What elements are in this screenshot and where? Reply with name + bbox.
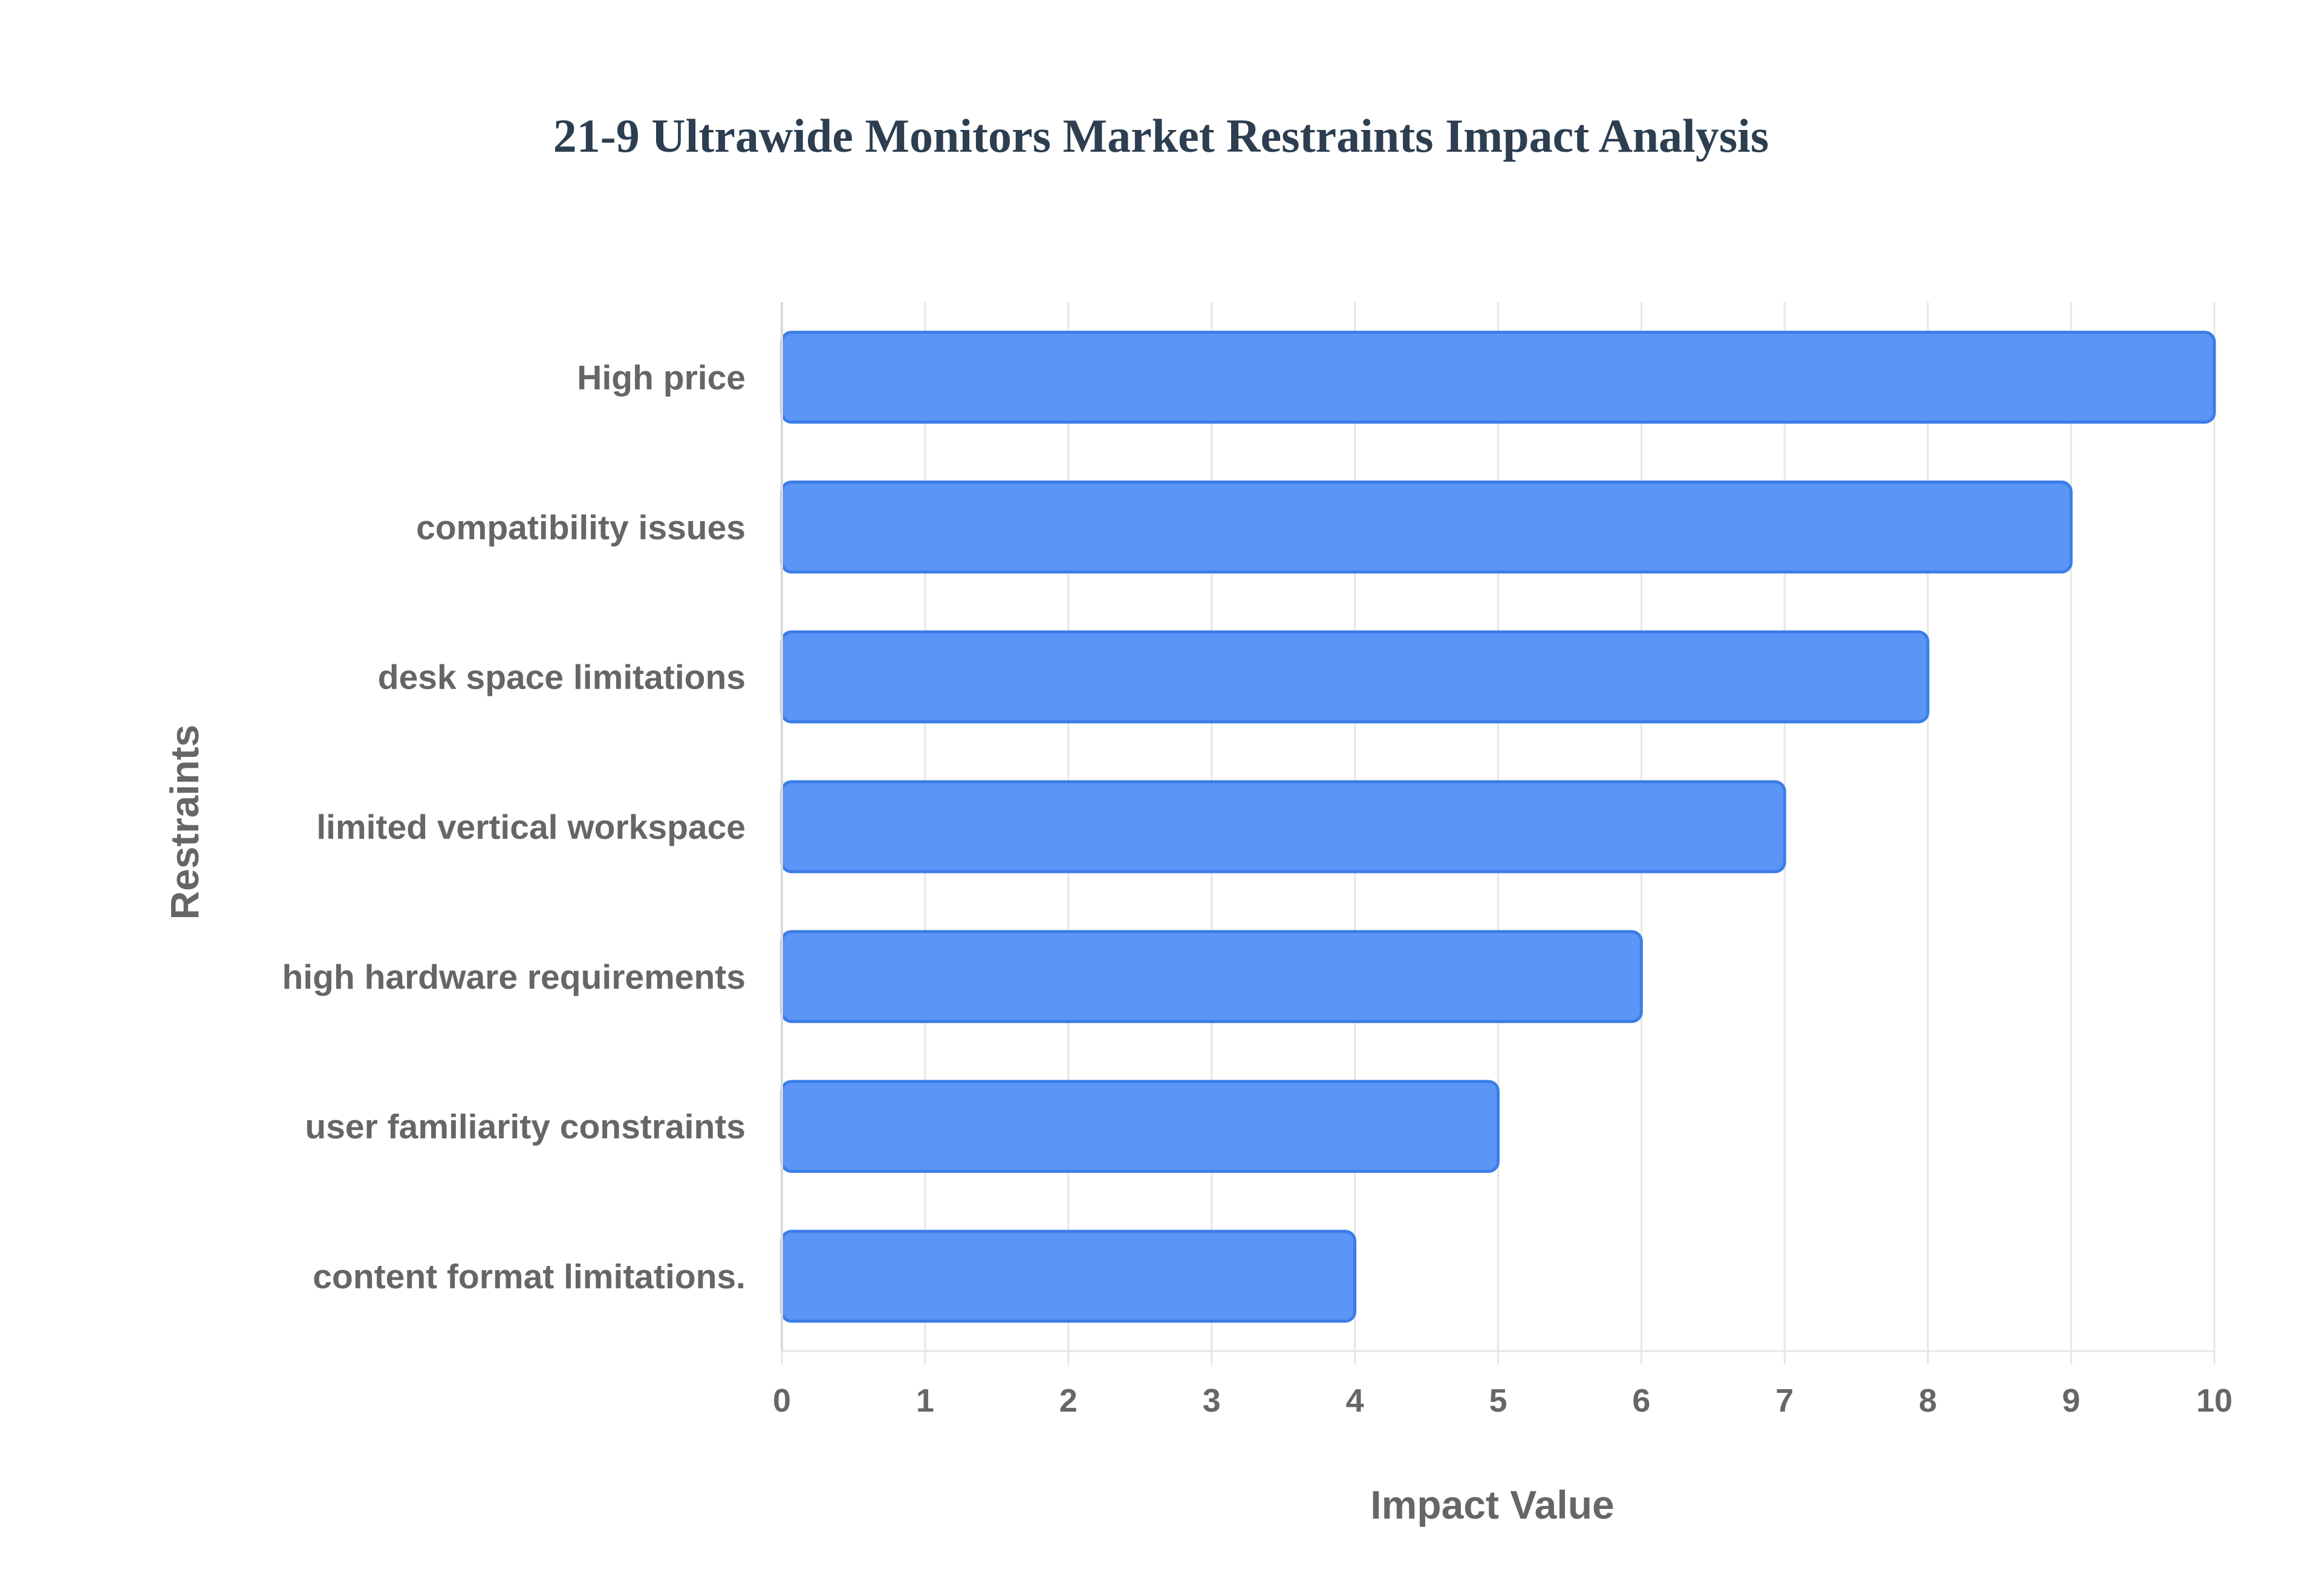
x-tick-label: 9 (2062, 1383, 2080, 1419)
bar (780, 630, 1930, 724)
category-label: user familiarity constraints (305, 1108, 746, 1146)
bar (780, 1230, 1357, 1323)
x-tick-label: 8 (1919, 1383, 1937, 1419)
bar (780, 331, 2216, 424)
y-axis-title: Restraints (162, 725, 207, 920)
x-axis-title: Impact Value (1370, 1482, 1615, 1527)
bar (780, 780, 1786, 874)
x-tick-label: 0 (773, 1383, 791, 1419)
category-label: desk space limitations (378, 658, 746, 697)
bars (780, 331, 2216, 1323)
category-label: content format limitations. (313, 1257, 746, 1296)
category-label: compatibility issues (416, 508, 746, 547)
x-tick-labels: 0 1 2 3 4 5 6 7 8 9 10 (773, 1383, 2233, 1419)
category-label: high hardware requirements (282, 958, 746, 996)
x-tick-label: 6 (1632, 1383, 1650, 1419)
category-label: High price (577, 358, 746, 397)
x-tick-label: 2 (1059, 1383, 1078, 1419)
bar (780, 480, 2073, 574)
x-tick-label: 1 (916, 1383, 934, 1419)
bar (780, 1080, 1500, 1173)
category-labels: High price compatibility issues desk space… (282, 358, 746, 1296)
x-tick-label: 4 (1346, 1383, 1364, 1419)
axes (781, 302, 2216, 1364)
chart-title: 21-9 Ultrawide Monitors Market Restraint… (553, 109, 1769, 162)
bar (780, 930, 1643, 1023)
x-tick-label: 5 (1489, 1383, 1507, 1419)
x-tick-label: 10 (2196, 1383, 2233, 1419)
category-label: limited vertical workspace (316, 808, 746, 847)
x-tick-label: 3 (1203, 1383, 1221, 1419)
x-tick-label: 7 (1775, 1383, 1794, 1419)
